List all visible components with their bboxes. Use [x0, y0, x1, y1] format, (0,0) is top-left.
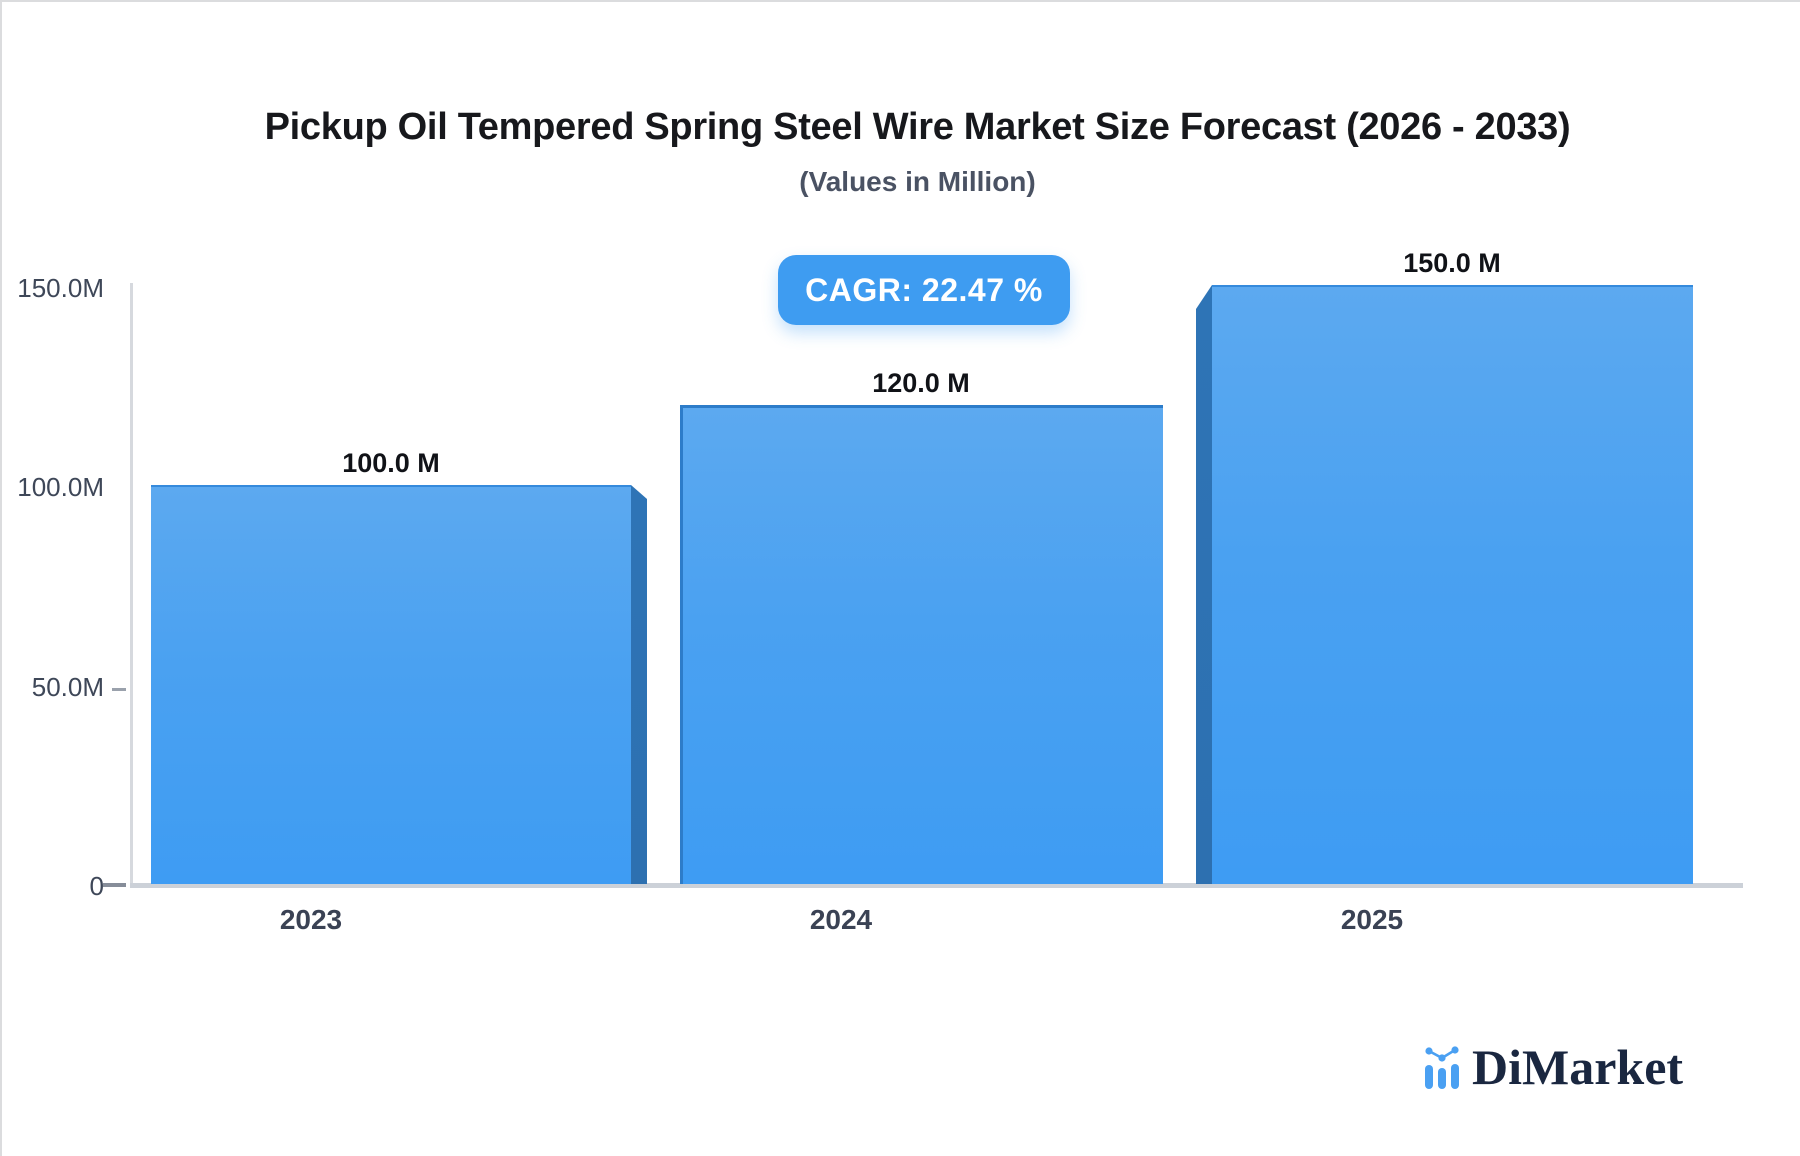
dimarket-logo[interactable]: DiMarket: [1424, 1040, 1683, 1094]
bar-value-label: 120.0 M: [872, 368, 970, 398]
y-axis-tick: [112, 688, 126, 691]
bar-2024[interactable]: [680, 405, 1163, 884]
cagr-badge: CAGR: 22.47 %: [778, 255, 1070, 325]
x-axis-label-2023: 2023: [279, 904, 343, 935]
bar-value-label: 150.0 M: [1403, 248, 1501, 278]
x-axis-baseline: [130, 883, 1743, 888]
bar-chart-trend-icon: [1425, 1046, 1459, 1089]
x-axis-label-2025: 2025: [1340, 904, 1404, 935]
bar-2025[interactable]: [1212, 285, 1693, 884]
bar-2023-side-shadow: [631, 485, 647, 884]
chart-title: Pickup Oil Tempered Spring Steel Wire Ma…: [264, 106, 1571, 148]
y-axis-label: 150.0M: [17, 273, 104, 303]
y-axis-label: 100.0M: [17, 472, 104, 502]
bar-2025-side-shadow: [1196, 285, 1212, 884]
y-axis-label: 50.0M: [31, 672, 104, 702]
chart-subtitle: (Values in Million): [799, 166, 1036, 197]
y-axis-line: [130, 283, 133, 886]
y-axis-tick: [103, 883, 126, 887]
dimarket-logo-text: DiMarket: [1472, 1039, 1684, 1095]
x-axis-label-2024: 2024: [809, 904, 873, 935]
bar-value-label: 100.0 M: [342, 448, 440, 478]
y-axis-label: 0: [89, 871, 104, 901]
bar-2023[interactable]: [151, 485, 631, 884]
cagr-badge-label: CAGR: 22.47 %: [805, 271, 1043, 308]
